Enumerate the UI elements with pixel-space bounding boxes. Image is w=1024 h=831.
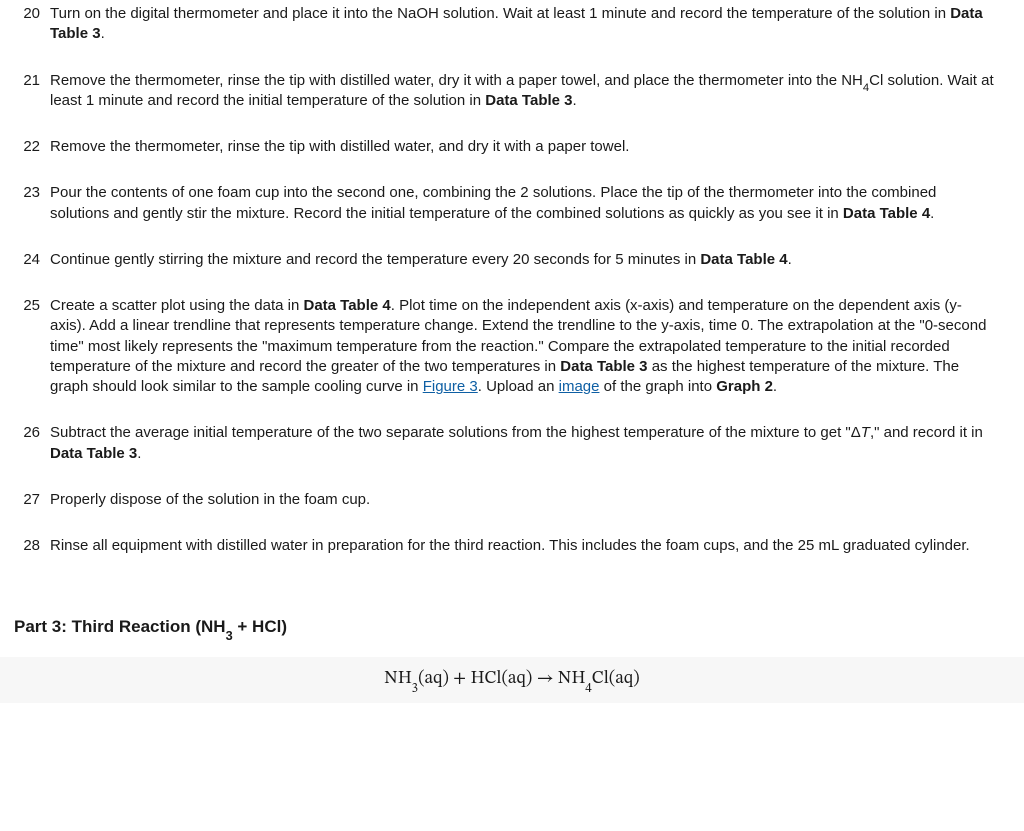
step-25-frag-10: .	[773, 378, 777, 395]
step-number: 24	[10, 250, 50, 270]
step-25: 25Create a scatter plot using the data i…	[10, 296, 994, 397]
step-25-frag-1: Data Table 4	[303, 297, 390, 314]
step-25-frag-6: . Upload an	[478, 378, 559, 395]
step-number: 27	[10, 490, 50, 510]
equation-frag-0: NH	[384, 670, 411, 688]
equation-frag-2: (aq) + HCl(aq) → NH	[418, 670, 585, 688]
step-number: 28	[10, 536, 50, 556]
step-number: 25	[10, 296, 50, 316]
step-25-frag-3: Data Table 3	[560, 358, 647, 375]
step-23-frag-2: .	[930, 205, 934, 222]
step-26-frag-3: Data Table 3	[50, 445, 137, 462]
step-number: 22	[10, 137, 50, 157]
step-25-frag-9: Graph 2	[716, 378, 773, 395]
lab-procedure-page: 20Turn on the digital thermometer and pl…	[0, 0, 1024, 831]
step-26-frag-4: .	[137, 445, 141, 462]
step-body: Pour the contents of one foam cup into t…	[50, 183, 994, 224]
step-number: 20	[10, 4, 50, 24]
step-28: 28Rinse all equipment with distilled wat…	[10, 536, 994, 556]
step-body: Continue gently stirring the mixture and…	[50, 250, 994, 270]
step-25-link-7[interactable]: image	[559, 378, 600, 395]
reaction-equation: NH3(aq) + HCl(aq) → NH4Cl(aq)	[0, 657, 1024, 703]
step-23: 23Pour the contents of one foam cup into…	[10, 183, 994, 224]
step-25-link-5[interactable]: Figure 3	[423, 378, 478, 395]
step-25-frag-8: of the graph into	[599, 378, 716, 395]
equation-frag-4: Cl(aq)	[592, 670, 640, 688]
step-22: 22Remove the thermometer, rinse the tip …	[10, 137, 994, 157]
step-number: 23	[10, 183, 50, 203]
step-26-frag-0: Subtract the average initial temperature…	[50, 424, 861, 441]
step-24: 24Continue gently stirring the mixture a…	[10, 250, 994, 270]
step-27: 27Properly dispose of the solution in th…	[10, 490, 994, 510]
step-23-frag-1: Data Table 4	[843, 205, 930, 222]
step-26-frag-1: T	[861, 424, 870, 441]
step-body: Subtract the average initial temperature…	[50, 423, 994, 464]
step-body: Properly dispose of the solution in the …	[50, 490, 994, 510]
step-number: 21	[10, 71, 50, 91]
step-26-frag-2: ," and record it in	[870, 424, 983, 441]
step-21-frag-0: Remove the thermometer, rinse the tip wi…	[50, 72, 863, 89]
part-title-frag-0: Part 3: Third Reaction (NH	[14, 617, 226, 636]
step-25-frag-0: Create a scatter plot using the data in	[50, 297, 303, 314]
step-28-frag-0: Rinse all equipment with distilled water…	[50, 537, 970, 554]
step-27-frag-0: Properly dispose of the solution in the …	[50, 491, 370, 508]
step-body: Remove the thermometer, rinse the tip wi…	[50, 137, 994, 157]
step-body: Turn on the digital thermometer and plac…	[50, 4, 994, 45]
step-23-frag-0: Pour the contents of one foam cup into t…	[50, 184, 936, 221]
step-body: Create a scatter plot using the data in …	[50, 296, 994, 397]
step-21-frag-3: Data Table 3	[485, 92, 572, 109]
step-20-frag-2: .	[101, 25, 105, 42]
part-3-title: Part 3: Third Reaction (NH3 + HCl)	[14, 616, 994, 639]
step-20-frag-0: Turn on the digital thermometer and plac…	[50, 5, 950, 22]
procedure-step-list: 20Turn on the digital thermometer and pl…	[10, 4, 994, 556]
step-24-frag-1: Data Table 4	[700, 251, 787, 268]
part-title-frag-2: + HCl)	[233, 617, 287, 636]
equation-frag-3: 4	[585, 683, 591, 696]
part-title-frag-1: 3	[226, 628, 233, 643]
step-21-frag-1: 4	[863, 82, 869, 94]
step-body: Rinse all equipment with distilled water…	[50, 536, 994, 556]
step-21: 21Remove the thermometer, rinse the tip …	[10, 71, 994, 112]
equation-frag-1: 3	[412, 683, 418, 696]
step-21-frag-4: .	[573, 92, 577, 109]
step-number: 26	[10, 423, 50, 443]
step-24-frag-2: .	[788, 251, 792, 268]
step-26: 26Subtract the average initial temperatu…	[10, 423, 994, 464]
step-24-frag-0: Continue gently stirring the mixture and…	[50, 251, 700, 268]
step-body: Remove the thermometer, rinse the tip wi…	[50, 71, 994, 112]
step-22-frag-0: Remove the thermometer, rinse the tip wi…	[50, 138, 629, 155]
step-20: 20Turn on the digital thermometer and pl…	[10, 4, 994, 45]
